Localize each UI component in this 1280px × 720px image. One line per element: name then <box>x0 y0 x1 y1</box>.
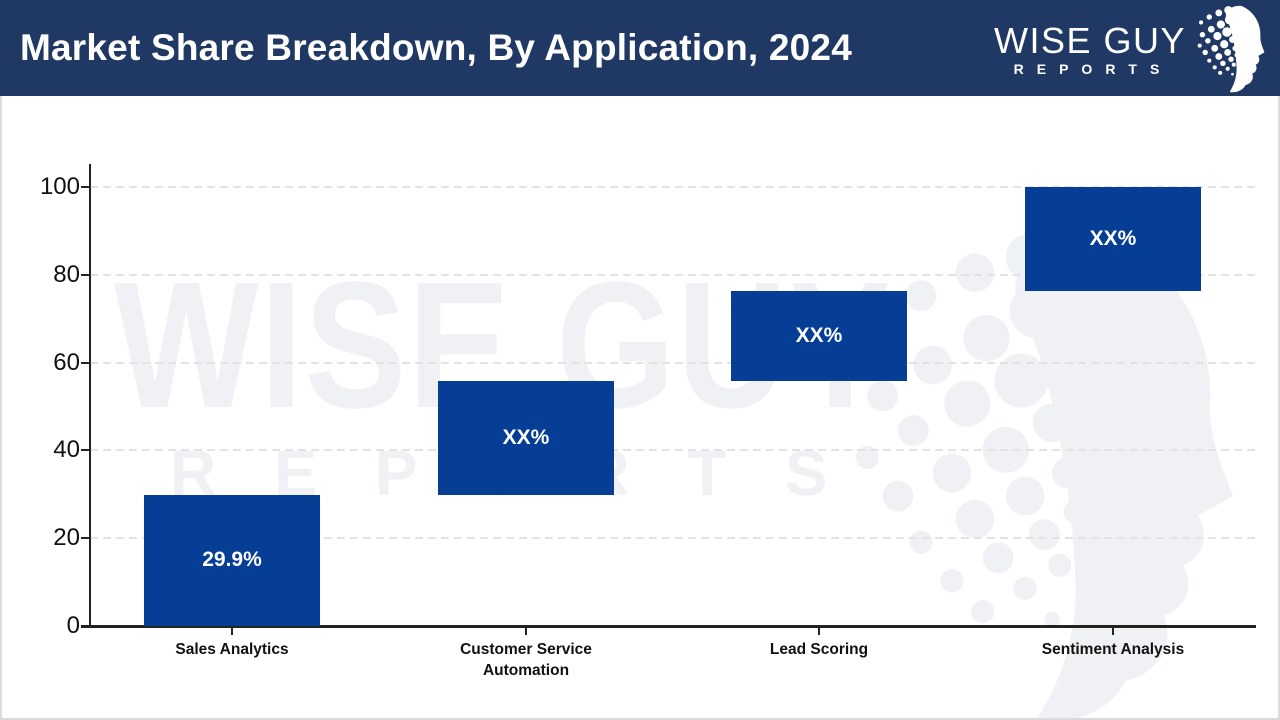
y-axis-tick-label: 20 <box>53 524 80 552</box>
x-tick-mark <box>525 627 527 635</box>
gridline <box>90 273 1256 276</box>
bar-segment: 29.9% <box>144 494 320 626</box>
bar-segment: XX% <box>1025 187 1201 291</box>
gridline <box>90 537 1256 540</box>
bar-value-label: 29.9% <box>202 548 262 572</box>
y-tick-mark <box>81 273 90 276</box>
y-axis-tick-label: 80 <box>53 260 80 288</box>
chart-area: WISE GUY REPORTS 02040608010029.9%Sales … <box>0 96 1280 720</box>
x-axis-category-label: Lead Scoring <box>769 641 869 658</box>
bar-segment: XX% <box>438 380 614 495</box>
gridline <box>90 361 1256 364</box>
wiseguy-logo-text: WISE GUY REPORTS <box>993 19 1186 77</box>
logo-wordmark: WISE GUY <box>993 19 1186 61</box>
wiseguy-logo: WISE GUY REPORTS <box>994 0 1274 96</box>
watermark-face-icon <box>855 233 1234 718</box>
bar-value-label: XX% <box>795 323 843 347</box>
bar-value-label: XX% <box>1089 226 1137 250</box>
bar-segment: XX% <box>731 290 907 381</box>
x-tick-mark <box>818 627 820 635</box>
x-axis-category-label: Sentiment Analysis <box>1041 641 1185 658</box>
y-tick-mark <box>81 186 90 188</box>
x-axis-category-label: Sales Analytics <box>175 641 289 658</box>
logo-subtitle: REPORTS <box>1013 60 1173 77</box>
x-axis-line <box>81 625 1256 628</box>
page-title: Market Share Breakdown, By Application, … <box>20 27 852 68</box>
y-tick-mark <box>81 449 90 452</box>
y-axis-tick-label: 40 <box>53 436 80 464</box>
header-bar: Market Share Breakdown, By Application, … <box>0 0 1280 96</box>
x-axis-category-label: Customer Service Automation <box>460 641 592 679</box>
bar-value-label: XX% <box>502 425 550 449</box>
gridline <box>90 449 1256 452</box>
x-tick-mark <box>1112 627 1114 635</box>
y-axis-tick-label: 100 <box>39 173 80 200</box>
wiseguy-face-icon <box>1197 5 1265 93</box>
y-axis-tick-label: 0 <box>66 612 80 639</box>
y-tick-mark <box>81 537 90 540</box>
x-tick-mark <box>231 627 233 635</box>
y-axis-tick-label: 60 <box>53 348 80 376</box>
gridline <box>90 186 1256 188</box>
y-axis-line <box>89 164 91 626</box>
y-tick-mark <box>81 361 90 364</box>
